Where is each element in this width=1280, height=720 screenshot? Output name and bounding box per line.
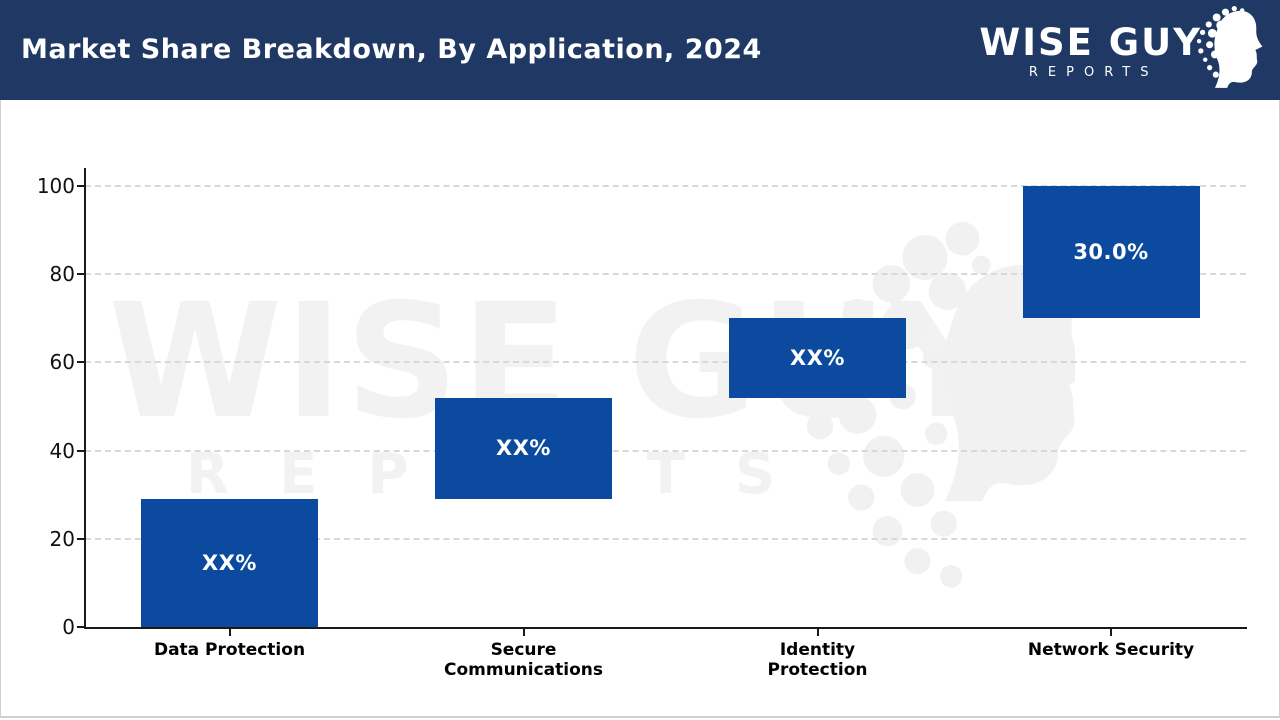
x-tick-network-security	[1110, 629, 1112, 636]
bar-data-protection: XX%	[141, 499, 318, 627]
gridline-40	[85, 449, 1246, 452]
bar-value-label-network-security: 30.0%	[1073, 240, 1149, 265]
gridline-80	[85, 273, 1246, 276]
gridline-60	[85, 361, 1246, 364]
x-tick-identity-protection	[816, 629, 819, 636]
y-tick-80	[77, 273, 85, 276]
bar-network-security: 30.0%	[1022, 186, 1200, 319]
x-tick-label-identity-protection: Identity Protection	[767, 640, 868, 680]
x-axis-line	[84, 627, 1247, 629]
logo-text: WISE GUY REPORTS	[979, 21, 1202, 80]
y-tick-60	[77, 361, 85, 364]
header-bar: Market Share Breakdown, By Application, …	[0, 0, 1280, 100]
page-title: Market Share Breakdown, By Application, …	[21, 34, 762, 65]
bar-value-label-data-protection: XX%	[202, 551, 257, 576]
y-tick-0	[77, 626, 85, 628]
y-tick-label-100: 100	[36, 174, 75, 198]
bar-value-label-secure-communications: XX%	[496, 436, 551, 461]
face-profile-dots-icon	[1196, 6, 1263, 88]
x-tick-data-protection	[228, 629, 231, 636]
y-tick-20	[77, 537, 85, 540]
logo-wordmark: WISE GUY	[979, 20, 1202, 64]
bar-secure-communications: XX%	[435, 397, 612, 500]
y-tick-40	[77, 449, 85, 452]
frame-border-left	[0, 100, 1, 718]
y-tick-label-40: 40	[49, 438, 75, 463]
frame-border-bottom	[0, 716, 1280, 718]
gridline-100	[85, 185, 1246, 187]
logo-subtitle: REPORTS	[1028, 64, 1159, 80]
x-tick-label-data-protection: Data Protection	[153, 640, 306, 660]
x-tick-secure-communications	[522, 629, 525, 636]
y-tick-100	[77, 185, 85, 187]
y-tick-label-60: 60	[49, 350, 75, 375]
y-axis-line	[84, 168, 86, 629]
bar-identity-protection: XX%	[729, 318, 906, 398]
bar-value-label-identity-protection: XX%	[790, 345, 845, 370]
y-tick-label-20: 20	[49, 526, 75, 551]
y-tick-label-80: 80	[49, 262, 75, 287]
y-tick-label-0: 0	[62, 615, 75, 639]
wiseguy-logo: WISE GUY REPORTS	[979, 6, 1270, 94]
x-tick-label-network-security: Network Security	[1027, 640, 1195, 660]
gridline-20	[85, 537, 1246, 540]
x-tick-label-secure-communications: Secure Communications	[443, 640, 604, 680]
